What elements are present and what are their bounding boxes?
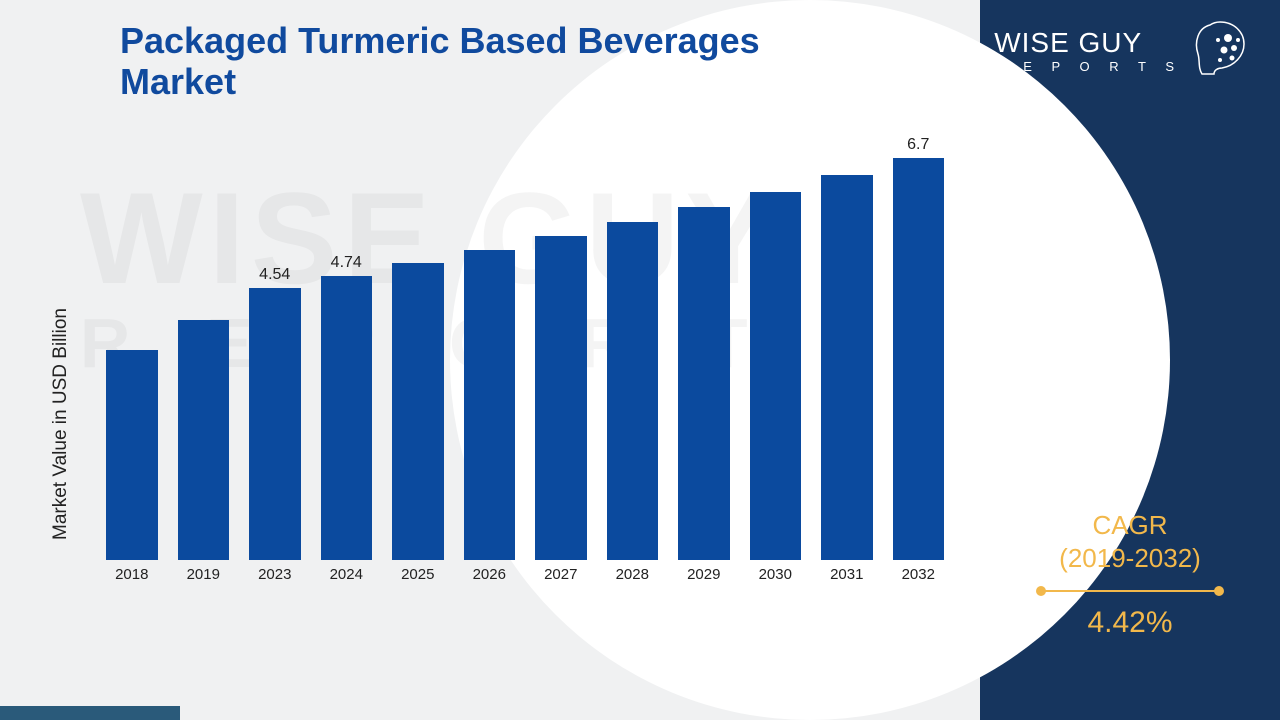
x-tick-label: 2030 — [750, 566, 802, 583]
x-axis-labels: 2018 2019 2023 2024 2025 2026 2027 2028 2029 2030… — [100, 566, 950, 583]
bar — [535, 236, 587, 560]
plot-area: 4.544.746.7 — [100, 140, 950, 560]
cagr-divider — [1040, 590, 1220, 592]
head-icon — [1190, 20, 1250, 80]
bar — [464, 250, 516, 560]
x-tick-label: 2018 — [106, 566, 158, 583]
x-tick-label: 2026 — [464, 566, 516, 583]
infographic-canvas: WISE GUY R E P O R T S WISE GUY R E P O … — [0, 0, 1280, 720]
x-tick-label: 2024 — [321, 566, 373, 583]
bottom-accent-bar — [0, 706, 180, 720]
bar-col — [178, 298, 230, 560]
x-tick-label: 2027 — [535, 566, 587, 583]
bar-col — [106, 328, 158, 560]
cagr-label-2: (2019-2032) — [1059, 543, 1201, 573]
bar-col — [821, 153, 873, 560]
bar-col: 4.74 — [321, 254, 373, 560]
brand-logo: WISE GUY R E P O R T S — [994, 20, 1250, 80]
bar — [392, 263, 444, 560]
cagr-value: 4.42% — [1020, 606, 1240, 640]
x-tick-label: 2019 — [178, 566, 230, 583]
x-tick-label: 2032 — [893, 566, 945, 583]
bar-value-label: 6.7 — [907, 136, 929, 154]
bar-col: 4.54 — [249, 266, 301, 560]
cagr-box: CAGR (2019-2032) 4.42% — [1020, 509, 1240, 640]
main-area: WISE GUY R E P O R T S Packaged Turmeric… — [0, 0, 980, 720]
cagr-label: CAGR (2019-2032) — [1020, 509, 1240, 574]
bar — [750, 192, 802, 560]
bar — [607, 222, 659, 560]
bar-value-label: 4.54 — [259, 266, 290, 284]
bar-col: 6.7 — [893, 136, 945, 560]
x-tick-label: 2031 — [821, 566, 873, 583]
bar — [321, 276, 373, 560]
page-title: Packaged Turmeric Based Beverages Market — [120, 20, 880, 103]
bar-col — [464, 228, 516, 560]
bar-value-label: 4.74 — [331, 254, 362, 272]
bar-col — [750, 170, 802, 560]
x-tick-label: 2023 — [249, 566, 301, 583]
x-tick-label: 2029 — [678, 566, 730, 583]
logo-line2: R E P O R T S — [994, 59, 1182, 74]
cagr-label-1: CAGR — [1092, 510, 1167, 540]
bar — [821, 175, 873, 560]
x-tick-label: 2025 — [392, 566, 444, 583]
x-tick-label: 2028 — [607, 566, 659, 583]
bar — [678, 207, 730, 560]
logo-text: WISE GUY R E P O R T S — [994, 27, 1182, 74]
bar — [249, 288, 301, 560]
bars-container: 4.544.746.7 — [100, 140, 950, 560]
y-axis-label: Market Value in USD Billion — [50, 308, 72, 540]
bar — [106, 350, 158, 560]
bar-col — [535, 214, 587, 560]
bar-col — [392, 241, 444, 560]
bar — [178, 320, 230, 560]
bar-chart: Market Value in USD Billion 4.544.746.7 … — [60, 140, 960, 620]
bar — [893, 158, 945, 560]
bar-col — [678, 185, 730, 560]
bar-col — [607, 200, 659, 560]
logo-line1: WISE GUY — [994, 27, 1182, 59]
